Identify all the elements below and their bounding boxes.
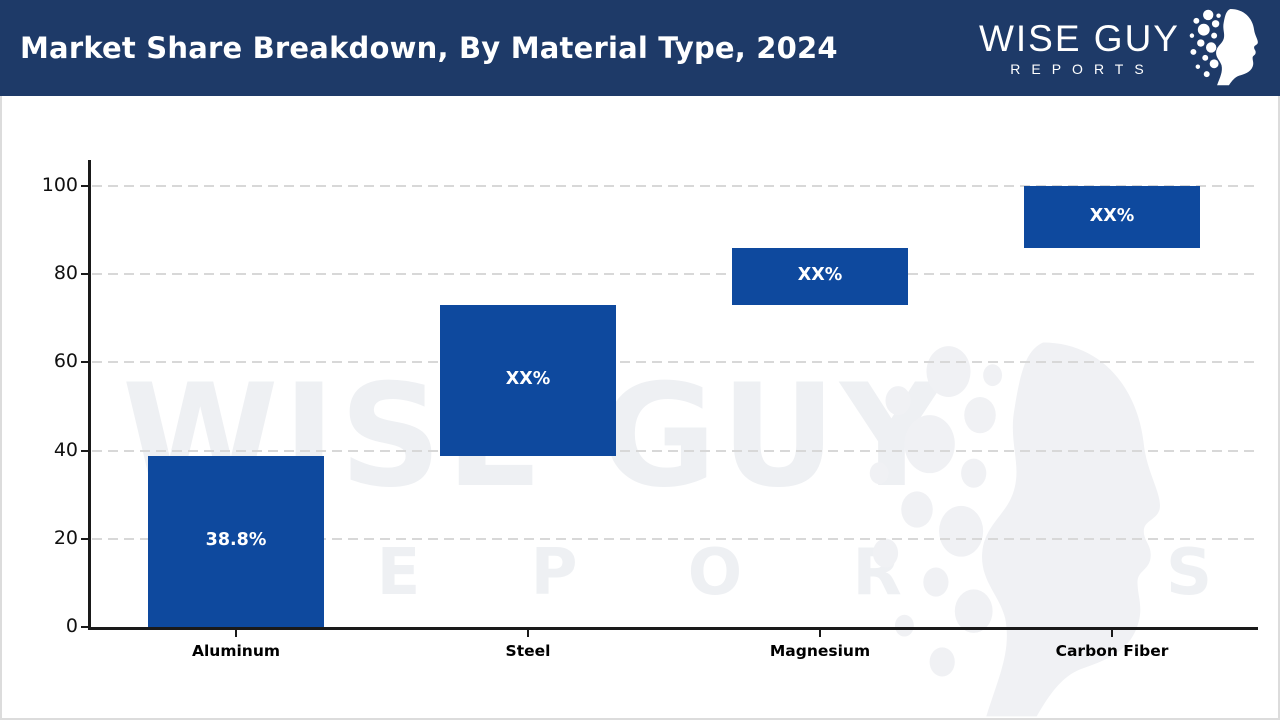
gridline-y100 [92,185,1258,187]
category-label: Steel [505,642,551,660]
y-tick-mark [81,537,89,540]
gridline-y40 [92,449,1258,452]
bar-carbon-fiber: XX% [1024,186,1200,248]
y-tick-mark [81,626,89,628]
bar-steel: XX% [440,305,616,456]
y-tick-mark [81,273,89,276]
y-tick-label: 80 [53,262,78,285]
y-tick-mark [81,185,89,187]
x-tick-mark [235,629,237,637]
bar-value-label: XX% [797,265,843,286]
y-tick-label: 40 [53,438,78,461]
x-tick-mark [527,629,529,637]
chart-figure: WISE GUY R E P O R T S 0 20 40 60 80 100 38.8%… [0,96,1280,720]
y-tick-mark [81,449,89,452]
bar-value-label: 38.8% [205,530,267,551]
bar-value-label: XX% [1089,205,1135,226]
y-axis-spine [88,160,91,629]
y-tick-label: 0 [65,615,78,637]
y-tick-label: 60 [53,350,78,373]
x-tick-mark [819,629,821,637]
category-label: Magnesium [769,642,871,660]
bar-aluminum: 38.8% [148,455,324,627]
bar-magnesium: XX% [732,247,908,306]
header-bar: Market Share Breakdown, By Material Type… [0,0,1280,96]
bar-value-label: XX% [505,369,551,390]
chart-title: Market Share Breakdown, By Material Type… [20,31,838,65]
x-axis-spine [88,627,1258,630]
face-profile-dots-icon [1186,6,1260,90]
category-label: Aluminum [191,642,281,660]
y-tick-label: 20 [53,526,78,549]
gridline-y80 [92,273,1258,276]
category-label: Carbon Fiber [1055,642,1169,660]
gridline-y60 [92,361,1258,364]
brand-subname: REPORTS [1010,61,1155,77]
y-tick-mark [81,361,89,364]
brand-logo-text: WISE GUY REPORTS [979,20,1180,76]
brand-logo: WISE GUY REPORTS [979,6,1260,90]
x-tick-mark [1111,629,1113,637]
brand-name: WISE GUY [978,18,1180,59]
y-tick-label: 100 [41,174,78,196]
watermark-face-profile-dots [854,328,1169,724]
gridline-y20 [92,537,1258,540]
